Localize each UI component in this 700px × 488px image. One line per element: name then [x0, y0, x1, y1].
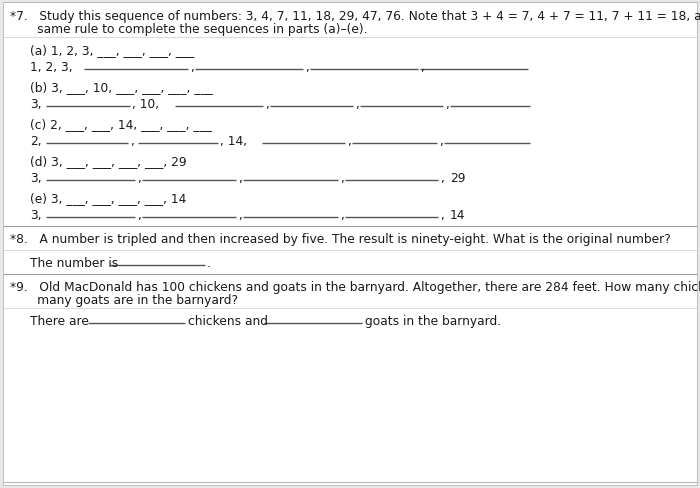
Text: ,: ,: [265, 98, 269, 111]
Text: (b) 3, ___, 10, ___, ___, ___, ___: (b) 3, ___, 10, ___, ___, ___, ___: [30, 81, 213, 94]
Text: ,: ,: [340, 209, 344, 222]
Text: ,: ,: [137, 172, 141, 185]
Text: ,: ,: [190, 61, 194, 74]
Text: same rule to complete the sequences in parts (a)–(e).: same rule to complete the sequences in p…: [10, 23, 368, 37]
Text: 14: 14: [450, 209, 466, 222]
Text: ,: ,: [440, 172, 444, 185]
Text: 1, 2, 3,: 1, 2, 3,: [30, 61, 73, 74]
Text: chickens and: chickens and: [188, 315, 268, 328]
Text: *9.   Old MacDonald has 100 chickens and goats in the barnyard. Altogether, ther: *9. Old MacDonald has 100 chickens and g…: [10, 281, 700, 294]
Text: (c) 2, ___, ___, 14, ___, ___, ___: (c) 2, ___, ___, 14, ___, ___, ___: [30, 118, 211, 131]
Text: ,: ,: [305, 61, 309, 74]
Text: 2,: 2,: [30, 135, 41, 148]
Text: ,: ,: [347, 135, 351, 148]
Text: ,: ,: [137, 209, 141, 222]
Text: ,: ,: [238, 172, 242, 185]
Text: 29: 29: [450, 172, 466, 185]
Text: ,: ,: [238, 209, 242, 222]
Text: 3,: 3,: [30, 209, 41, 222]
Text: (a) 1, 2, 3, ___, ___, ___, ___: (a) 1, 2, 3, ___, ___, ___, ___: [30, 44, 194, 58]
Text: ,: ,: [439, 135, 443, 148]
Text: (e) 3, ___, ___, ___, ___, 14: (e) 3, ___, ___, ___, ___, 14: [30, 192, 186, 205]
Text: ,: ,: [355, 98, 359, 111]
Text: goats in the barnyard.: goats in the barnyard.: [365, 315, 501, 328]
Text: 3,: 3,: [30, 172, 41, 185]
Text: There are: There are: [30, 315, 89, 328]
Text: ,: ,: [130, 135, 134, 148]
Text: ,: ,: [340, 172, 344, 185]
Text: , 14,: , 14,: [220, 135, 247, 148]
Text: 3,: 3,: [30, 98, 41, 111]
Text: (d) 3, ___, ___, ___, ___, 29: (d) 3, ___, ___, ___, ___, 29: [30, 155, 187, 168]
Text: ,: ,: [445, 98, 449, 111]
Text: ,: ,: [440, 209, 444, 222]
FancyBboxPatch shape: [3, 3, 697, 485]
Text: many goats are in the barnyard?: many goats are in the barnyard?: [10, 294, 238, 307]
Text: ,: ,: [420, 61, 424, 74]
Text: The number is: The number is: [30, 257, 118, 270]
Text: , 10,: , 10,: [132, 98, 159, 111]
Text: .: .: [207, 257, 211, 270]
Text: *8.   A number is tripled and then increased by five. The result is ninety-eight: *8. A number is tripled and then increas…: [10, 233, 671, 246]
Text: *7.   Study this sequence of numbers: 3, 4, 7, 11, 18, 29, 47, 76. Note that 3 +: *7. Study this sequence of numbers: 3, 4…: [10, 10, 700, 23]
